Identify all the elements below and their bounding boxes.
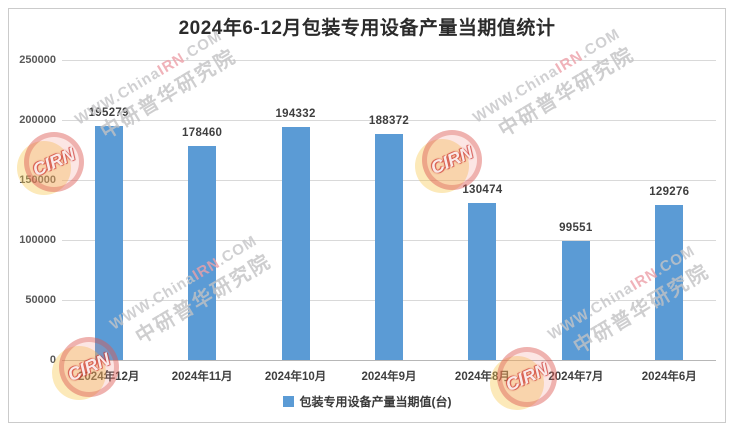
bar <box>468 203 497 360</box>
cirn-logo-ring: CIRN <box>422 130 482 190</box>
bar <box>561 240 590 360</box>
bar <box>281 126 310 360</box>
y-axis-label: 50000 <box>25 294 56 306</box>
bar-value-label: 130474 <box>462 184 503 197</box>
y-axis-label: 100000 <box>19 234 56 246</box>
x-axis-label: 2024年6月 <box>641 371 697 383</box>
y-axis-label: 150000 <box>19 174 56 186</box>
y-axis-label: 250000 <box>19 54 56 66</box>
legend: 包装专用设备产量当期值(台) <box>8 393 726 410</box>
legend-swatch <box>282 396 294 407</box>
y-axis-label: 0 <box>49 354 56 366</box>
gridline <box>62 120 716 121</box>
x-axis-label: 2024年7月 <box>548 371 604 383</box>
bar-value-label: 188372 <box>368 114 410 127</box>
x-axis-label: 2024年8月 <box>454 371 510 383</box>
x-axis-label: 2024年12月 <box>78 371 140 383</box>
bar <box>94 125 123 360</box>
bar-value-label: 195279 <box>88 106 129 119</box>
cirn-logo-watermark: CIRN <box>415 130 482 193</box>
bar-value-label: 99551 <box>559 221 593 234</box>
watermark-text: WWW.ChinaIRN.COM 中研普华研究院 <box>470 24 639 150</box>
watermark-url-text: WWW.ChinaIRN.COM <box>107 232 261 334</box>
x-axis-label: 2024年10月 <box>264 371 327 383</box>
chart-frame-border <box>8 8 726 423</box>
bar-value-label: 129276 <box>649 185 690 198</box>
x-axis-line <box>62 360 716 361</box>
y-axis-label: 200000 <box>19 114 56 126</box>
chart-title: 2024年6-12月包装专用设备产量当期值统计 <box>178 18 556 39</box>
x-axis-label: 2024年11月 <box>171 371 233 383</box>
bar-value-label: 194332 <box>275 107 316 120</box>
watermark-company-text: 中研普华研究院 <box>495 43 639 142</box>
bar <box>375 133 403 360</box>
bar <box>655 204 684 360</box>
gridline <box>62 60 716 61</box>
bar <box>188 145 217 360</box>
bar-value-label: 178460 <box>182 126 223 139</box>
legend-label: 包装专用设备产量当期值(台) <box>299 395 452 409</box>
x-axis-label: 2024年9月 <box>361 371 417 383</box>
cirn-logo-text: CIRN <box>427 141 476 178</box>
cirn-logo-yellow-arc <box>17 141 71 195</box>
